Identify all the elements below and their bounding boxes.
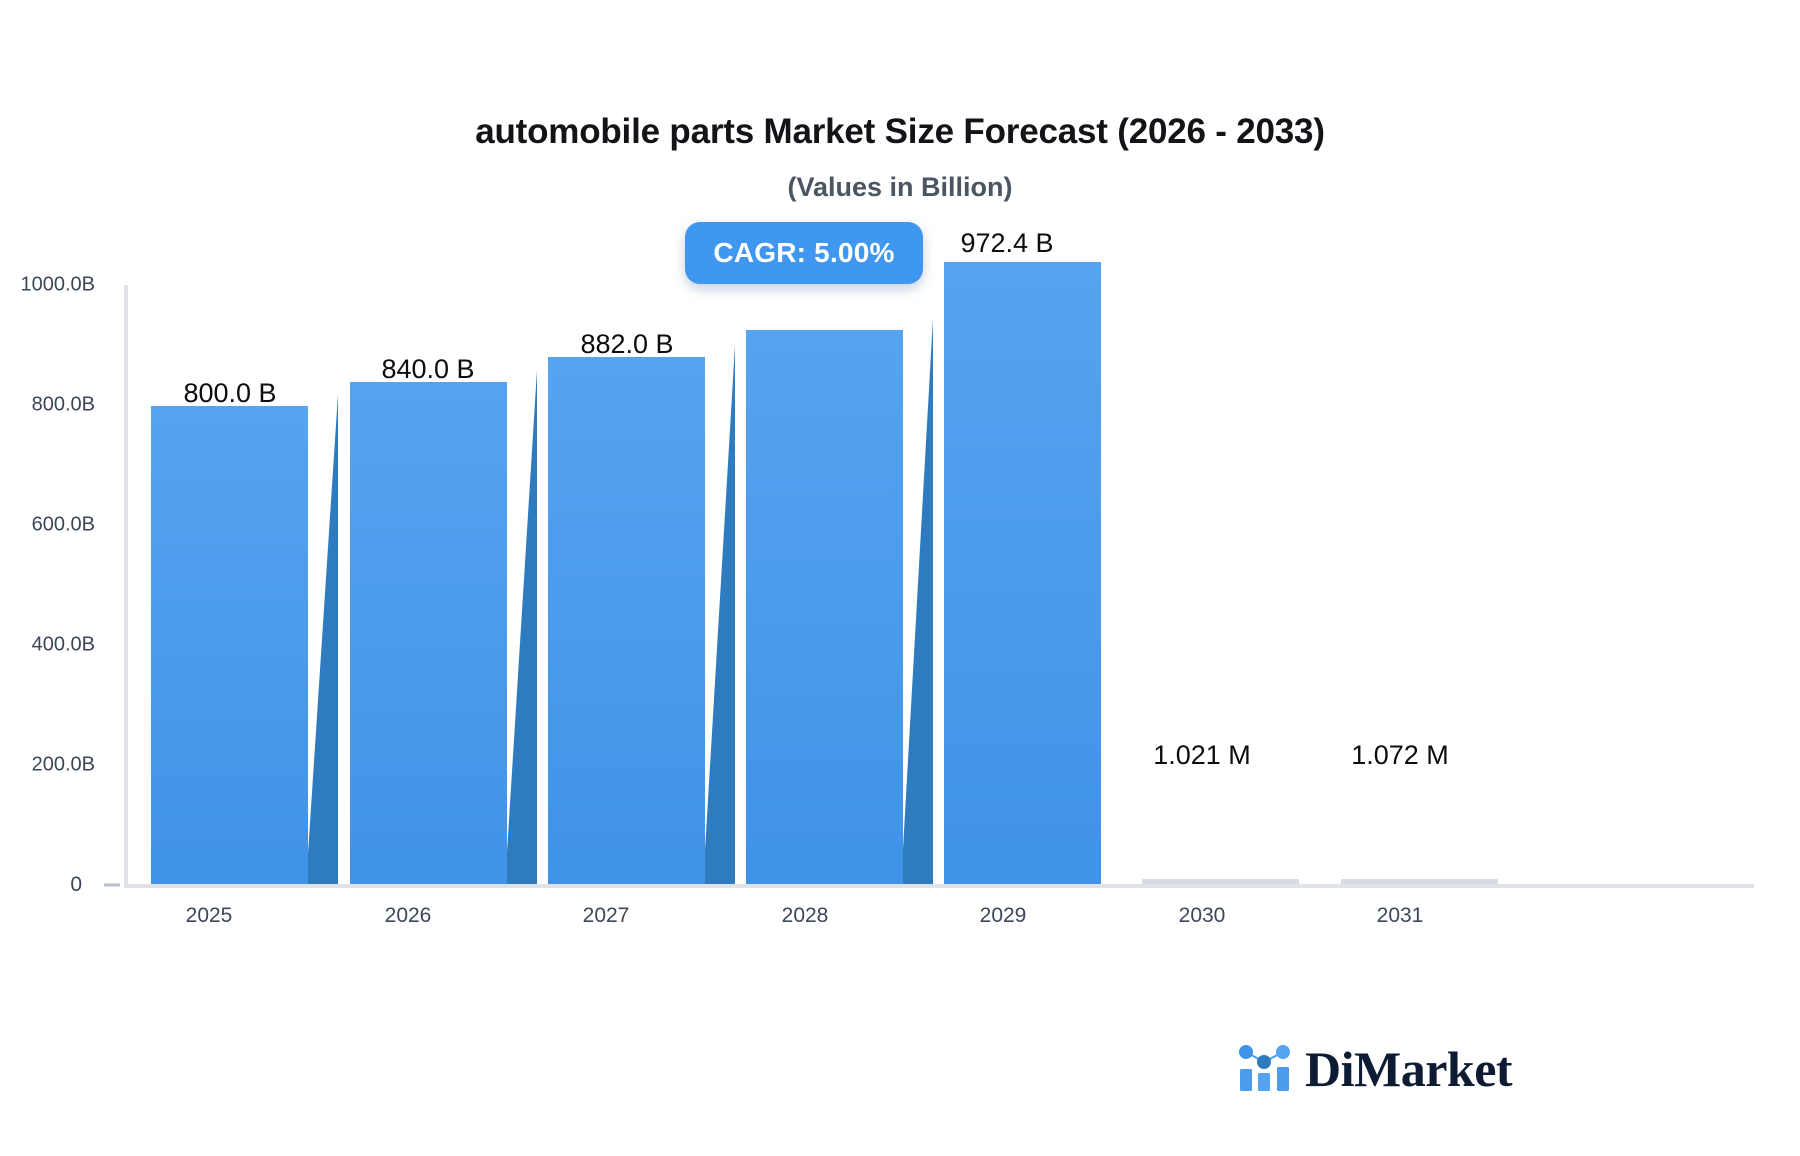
x-axis-tick-label-2028: 2028 bbox=[781, 904, 829, 927]
bar-2026-face bbox=[350, 382, 507, 884]
bar-label-2025: 800.0 B bbox=[183, 378, 277, 408]
bar-label-2027: 882.0 B bbox=[580, 329, 674, 359]
y-axis-line bbox=[124, 285, 128, 886]
bar-2030[interactable] bbox=[1142, 879, 1299, 884]
x-axis-tick-label-2031: 2031 bbox=[1376, 904, 1424, 927]
x-axis-tick-label-2030: 2030 bbox=[1178, 904, 1226, 927]
y-axis-tick-label-800: 800.0B bbox=[31, 393, 95, 416]
bar-label-2026: 840.0 B bbox=[381, 354, 475, 384]
x-axis-line bbox=[124, 884, 1754, 888]
bar-2026-side-3d bbox=[505, 370, 537, 884]
x-axis-tick-label-2029: 2029 bbox=[979, 904, 1027, 927]
bar-label-2031: 1.072 M bbox=[1351, 740, 1449, 770]
bar-label-2030: 1.021 M bbox=[1153, 740, 1251, 770]
bar-2025-side-3d bbox=[306, 394, 338, 884]
bar-2025-face bbox=[151, 406, 308, 884]
brand-logo: DiMarket bbox=[1237, 1038, 1513, 1100]
bar-2028-side-3d bbox=[901, 318, 933, 884]
y-axis-tick-label-600: 600.0B bbox=[31, 513, 95, 536]
cagr-badge[interactable]: CAGR: 5.00% bbox=[685, 222, 923, 284]
bar-2027-side-3d bbox=[703, 345, 735, 884]
y-axis-tick-label-1000: 1000.0B bbox=[20, 273, 95, 296]
bar-2027-face bbox=[548, 357, 705, 884]
x-axis-tick-label-2025: 2025 bbox=[185, 904, 233, 927]
y-axis-tick-label-200: 200.0B bbox=[31, 753, 95, 776]
y-axis-tick-label-0: 0 bbox=[70, 873, 82, 896]
y-axis-tick-label-400: 400.0B bbox=[31, 633, 95, 656]
x-axis-tick-label-2026: 2026 bbox=[384, 904, 432, 927]
bar-chart-logo-icon bbox=[1237, 1041, 1293, 1098]
bar-2031[interactable] bbox=[1341, 879, 1498, 884]
x-axis-tick-label-2027: 2027 bbox=[582, 904, 630, 927]
chart-subtitle: (Values in Billion) bbox=[787, 172, 1013, 202]
chart-title: automobile parts Market Size Forecast (2… bbox=[475, 112, 1325, 151]
brand-name: DiMarket bbox=[1305, 1041, 1513, 1097]
bar-2029-face bbox=[944, 262, 1101, 884]
bar-2028-face bbox=[746, 330, 903, 884]
y-axis-zero-tick-mark bbox=[104, 883, 120, 887]
cagr-badge-label: CAGR: 5.00% bbox=[713, 237, 895, 268]
bar-label-2029: 972.4 B bbox=[960, 228, 1054, 258]
